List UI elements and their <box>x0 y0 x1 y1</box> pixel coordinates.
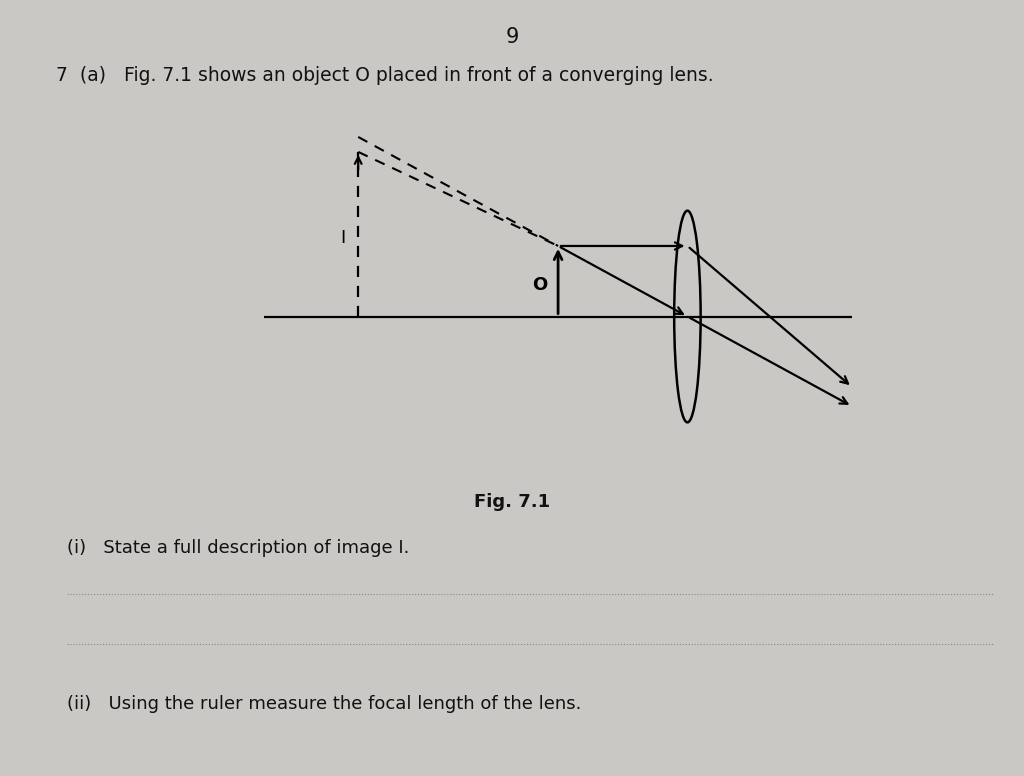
Text: (ii)   Using the ruler measure the focal length of the lens.: (ii) Using the ruler measure the focal l… <box>67 695 581 712</box>
Text: 9: 9 <box>505 27 519 47</box>
Text: I: I <box>340 228 345 247</box>
Text: 7  (a)   Fig. 7.1 shows an object O placed in front of a converging lens.: 7 (a) Fig. 7.1 shows an object O placed … <box>56 66 714 85</box>
Text: Fig. 7.1: Fig. 7.1 <box>474 493 550 511</box>
Text: O: O <box>532 275 548 294</box>
Text: (i)   State a full description of image I.: (i) State a full description of image I. <box>67 539 409 557</box>
